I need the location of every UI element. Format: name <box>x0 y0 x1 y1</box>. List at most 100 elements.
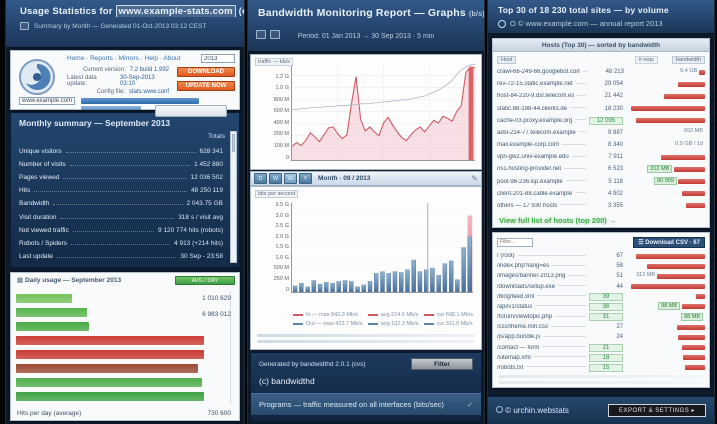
table-row[interactable]: /downloads/setup.exe 44 <box>497 282 705 292</box>
download-button[interactable]: DOWNLOAD <box>177 67 235 77</box>
table-row[interactable]: crawl-66-249-66.googlebot.com 48 213 6.4 G… <box>497 66 705 78</box>
table-row[interactable]: /images/banner-2013.png 51 312 MB <box>497 271 705 281</box>
legend-text: In — max 842.3 Mb/s <box>306 312 359 318</box>
table-row[interactable]: /api/v1/status 36 98 MB <box>497 302 705 312</box>
table-row[interactable]: vpn-gw2.univ-example.edu 7 911 <box>497 151 705 163</box>
table-row[interactable]: mail.example-corp.com 8 340 0.9 GB / 1d <box>497 139 705 151</box>
table-row[interactable]: /robots.txt 15 <box>497 363 705 373</box>
usage-bar-red <box>636 118 705 124</box>
hosts-table-title: Hosts (Top 30) — sorted by bandwidth <box>493 39 709 52</box>
table-row[interactable]: rev-72-15.static.example.net 29 054 <box>497 78 705 90</box>
avg-badge[interactable]: AVG / DAY <box>175 276 235 285</box>
daily-chart-title: ▦ Daily usage — September 2013 <box>17 277 122 284</box>
stat-label: Unique visitors <box>19 148 62 156</box>
table-row[interactable]: others — 17 930 hosts 3 355 <box>497 200 705 212</box>
table-row[interactable]: ns1.hosting-provider.net 6 523 312 MB <box>497 163 705 175</box>
y-tick-label: 200 M <box>273 131 289 138</box>
row-bar-zone <box>627 283 705 290</box>
table-row[interactable]: static.88-198-44.clients.de 18 230 <box>497 103 705 115</box>
download-button[interactable]: UPDATE NOW <box>177 81 235 91</box>
mid-header: Bandwidth Monitoring Report — Graphs (b/… <box>248 0 484 52</box>
usage-bar <box>16 378 203 388</box>
row-bar-zone: 88 MB <box>627 312 705 321</box>
legend-text: cur 311.0 Mb/s <box>436 321 473 327</box>
stat-value: 9 120 774 hits (robots) <box>157 226 223 234</box>
stat-row: Bandwidth 2 043.75 GB <box>19 200 223 207</box>
change-period-button[interactable] <box>155 105 227 117</box>
site-logo <box>19 59 55 95</box>
stat-row: Robots / Spiders 4 913 (+214 hits) <box>19 240 223 247</box>
year-input[interactable] <box>201 54 235 63</box>
table-row[interactable]: /sitemap.xml 18 <box>497 353 705 363</box>
export-settings-button[interactable]: EXPORT & SETTINGS ▸ <box>608 404 706 417</box>
table-row[interactable]: adsl-214-77.telecom.example 9 887 652 MB <box>497 127 705 139</box>
row-value: 67 <box>616 253 623 260</box>
leader-line <box>565 180 586 182</box>
view-full-list-link[interactable]: View full list of hosts (top 200) → <box>499 216 617 225</box>
divider-line <box>257 334 475 337</box>
row-value: 8 340 <box>607 142 623 149</box>
row-bar-zone <box>627 93 705 100</box>
site-info-row: Latest data update: 30-Sep-2013 03:10 <box>67 75 235 87</box>
table-row[interactable]: /forum/viewtopic.php 31 88 MB <box>497 312 705 322</box>
table-row[interactable]: /js/app.bundle.js 24 <box>497 332 705 342</box>
col-host[interactable]: Host <box>497 55 517 64</box>
usage-bar <box>16 321 89 331</box>
table-row[interactable]: /blog/feed.xml 39 <box>497 292 705 302</box>
leader-line <box>542 346 586 348</box>
row-value: 51 <box>616 273 623 280</box>
hosts-column-headers: Host # reqs bandwidth <box>497 54 705 65</box>
right-header: Top 30 of 18 230 total sites — by volume… <box>488 0 714 34</box>
usage-bar-red <box>676 324 705 330</box>
usage-bar <box>16 392 205 402</box>
row-value: 21 442 <box>604 93 623 100</box>
table-row[interactable]: cache-03.proxy.example.org 12 095 <box>497 115 705 127</box>
panel-usage-stats: Usage Statistics for www.example-stats.c… <box>6 0 244 424</box>
site-search-input[interactable] <box>19 97 75 105</box>
row-value: 24 <box>616 334 623 341</box>
row-value: 3 355 <box>607 202 623 209</box>
bar-row <box>16 293 230 304</box>
check-icon: ✓ <box>467 401 473 409</box>
col-bandwidth[interactable]: bandwidth <box>671 55 705 64</box>
grid-icon[interactable] <box>256 30 266 39</box>
table-row[interactable]: / (root) 67 <box>497 251 705 261</box>
table-row[interactable]: host-84-220-9.dsl.telecom.es 21 442 <box>497 90 705 102</box>
footer-info-bar[interactable]: Programs — traffic measured on all inter… <box>251 393 481 415</box>
tab-w[interactable]: W <box>269 173 282 184</box>
scrollbar[interactable] <box>230 131 237 263</box>
row-bar-zone <box>627 81 705 88</box>
edit-icon[interactable]: ✎ <box>471 174 478 183</box>
table-row[interactable]: /index.php?lang=es 58 <box>497 261 705 271</box>
right-footer-text: © urchin.webstats <box>496 406 569 415</box>
bar-row <box>16 335 230 346</box>
row-note: 6.4 GB <box>680 67 698 74</box>
filter-button[interactable]: Filter <box>411 358 473 370</box>
row-label: mail.example-corp.com <box>497 142 560 149</box>
download-csv-button[interactable]: ☰ Download CSV · 67 <box>633 236 705 248</box>
table-row[interactable]: client-201-88.cable.example 4 902 <box>497 188 705 200</box>
col-requests[interactable]: # reqs <box>634 55 658 64</box>
table-row[interactable]: /contact — form 21 <box>497 343 705 353</box>
row-bar-zone <box>627 202 705 209</box>
bar-chart-plot <box>291 203 473 293</box>
row-value: 12 095 <box>589 116 623 125</box>
usage-bar-red <box>698 69 705 75</box>
scrollbar-thumb[interactable] <box>232 134 235 152</box>
copyright-text: (c) bandwidthd <box>259 376 315 386</box>
leader-line <box>551 325 586 327</box>
right-page-title: Top 30 of 18 230 total sites — by volume <box>498 5 669 15</box>
calendar-icon[interactable] <box>270 30 280 39</box>
usage-bar <box>16 307 87 317</box>
row-label: /contact — form <box>497 344 540 351</box>
filter-input[interactable] <box>497 237 533 247</box>
usage-bar-red <box>681 345 705 351</box>
table-row[interactable]: pool-96-236.isp.example 5 118 80 909 <box>497 176 705 188</box>
calendar-icon[interactable] <box>20 22 29 30</box>
table-row[interactable]: /css/theme.min.css 27 <box>497 322 705 332</box>
tab-y[interactable]: Y <box>299 173 312 184</box>
tab-m[interactable]: M <box>284 173 297 184</box>
bar-chart-label: bits per second <box>255 190 299 198</box>
site-links[interactable]: Home · Reports · Mirrors · Help · About <box>67 55 181 62</box>
tab-d[interactable]: D <box>254 173 267 184</box>
